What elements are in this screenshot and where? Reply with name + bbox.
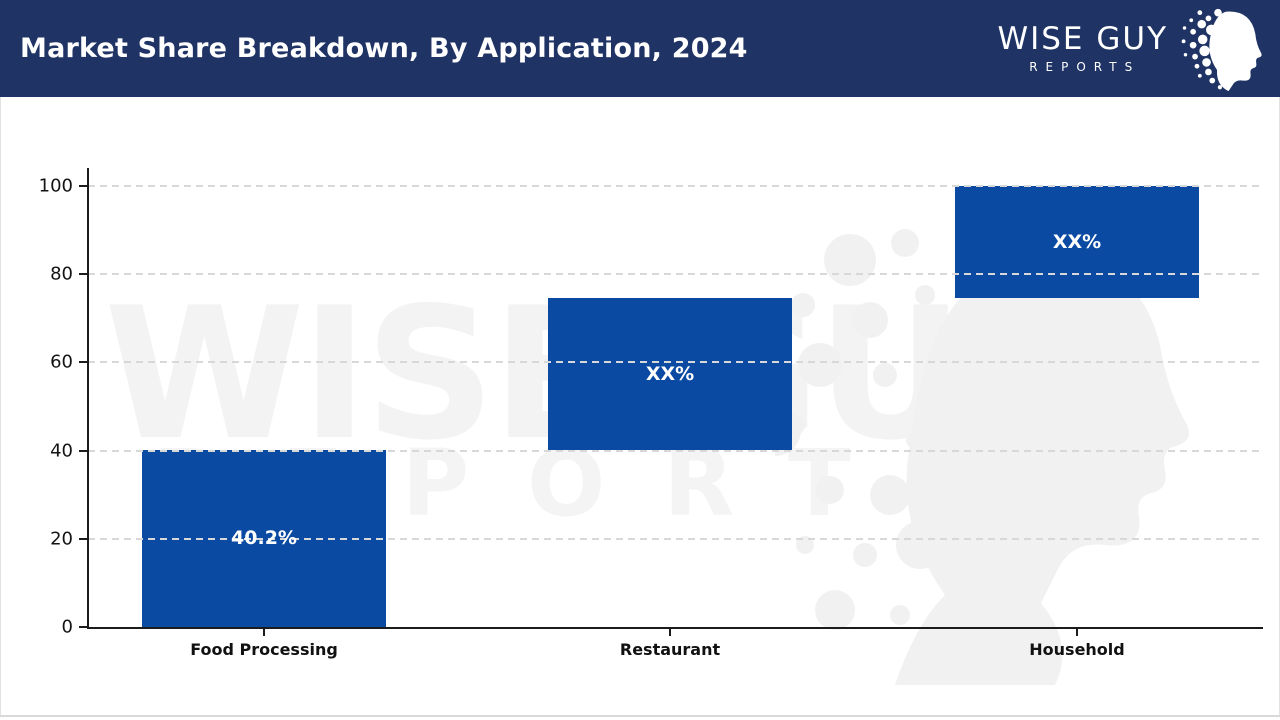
brand-name: WISE GUY bbox=[997, 21, 1168, 57]
bar-value-label: 40.2% bbox=[231, 527, 297, 550]
gridline bbox=[88, 449, 1263, 452]
gridline bbox=[88, 537, 1263, 540]
x-axis-label: Restaurant bbox=[619, 640, 721, 659]
y-tick bbox=[79, 626, 88, 628]
x-axis-label: Food Processing bbox=[190, 640, 338, 659]
x-tick bbox=[1076, 627, 1078, 636]
page-title: Market Share Breakdown, By Application, … bbox=[20, 33, 748, 64]
y-tick bbox=[79, 273, 88, 276]
y-tick bbox=[79, 537, 88, 540]
y-tick bbox=[79, 449, 88, 452]
gridline bbox=[88, 273, 1263, 276]
bottom-divider bbox=[0, 715, 1280, 717]
bar bbox=[955, 186, 1199, 298]
y-tick bbox=[79, 361, 88, 364]
y-axis-label: 100 bbox=[38, 175, 73, 197]
x-tick bbox=[669, 627, 671, 636]
bar-value-label: XX% bbox=[645, 362, 695, 385]
brand-logo: WISE GUY REPORTS bbox=[997, 5, 1266, 93]
brand-logo-text: WISE GUY REPORTS bbox=[997, 21, 1168, 74]
y-axis-label: 80 bbox=[50, 263, 73, 285]
x-tick bbox=[263, 627, 265, 636]
bar-value-label: XX% bbox=[1052, 231, 1102, 253]
header-bar: Market Share Breakdown, By Application, … bbox=[0, 0, 1280, 97]
x-axis-label: Household bbox=[1029, 640, 1125, 659]
y-axis-label: 20 bbox=[50, 528, 73, 550]
y-axis-line bbox=[87, 168, 89, 629]
y-tick bbox=[79, 185, 88, 187]
gridline bbox=[88, 361, 1263, 364]
bar bbox=[548, 298, 792, 450]
dotted-head-icon bbox=[1181, 8, 1262, 91]
y-axis-label: 60 bbox=[50, 351, 73, 373]
gridline bbox=[88, 185, 1263, 187]
y-axis-label: 40 bbox=[50, 440, 73, 462]
y-axis-label: 0 bbox=[61, 616, 73, 638]
x-axis-line bbox=[87, 627, 1263, 629]
brand-subtitle: REPORTS bbox=[1029, 60, 1141, 74]
